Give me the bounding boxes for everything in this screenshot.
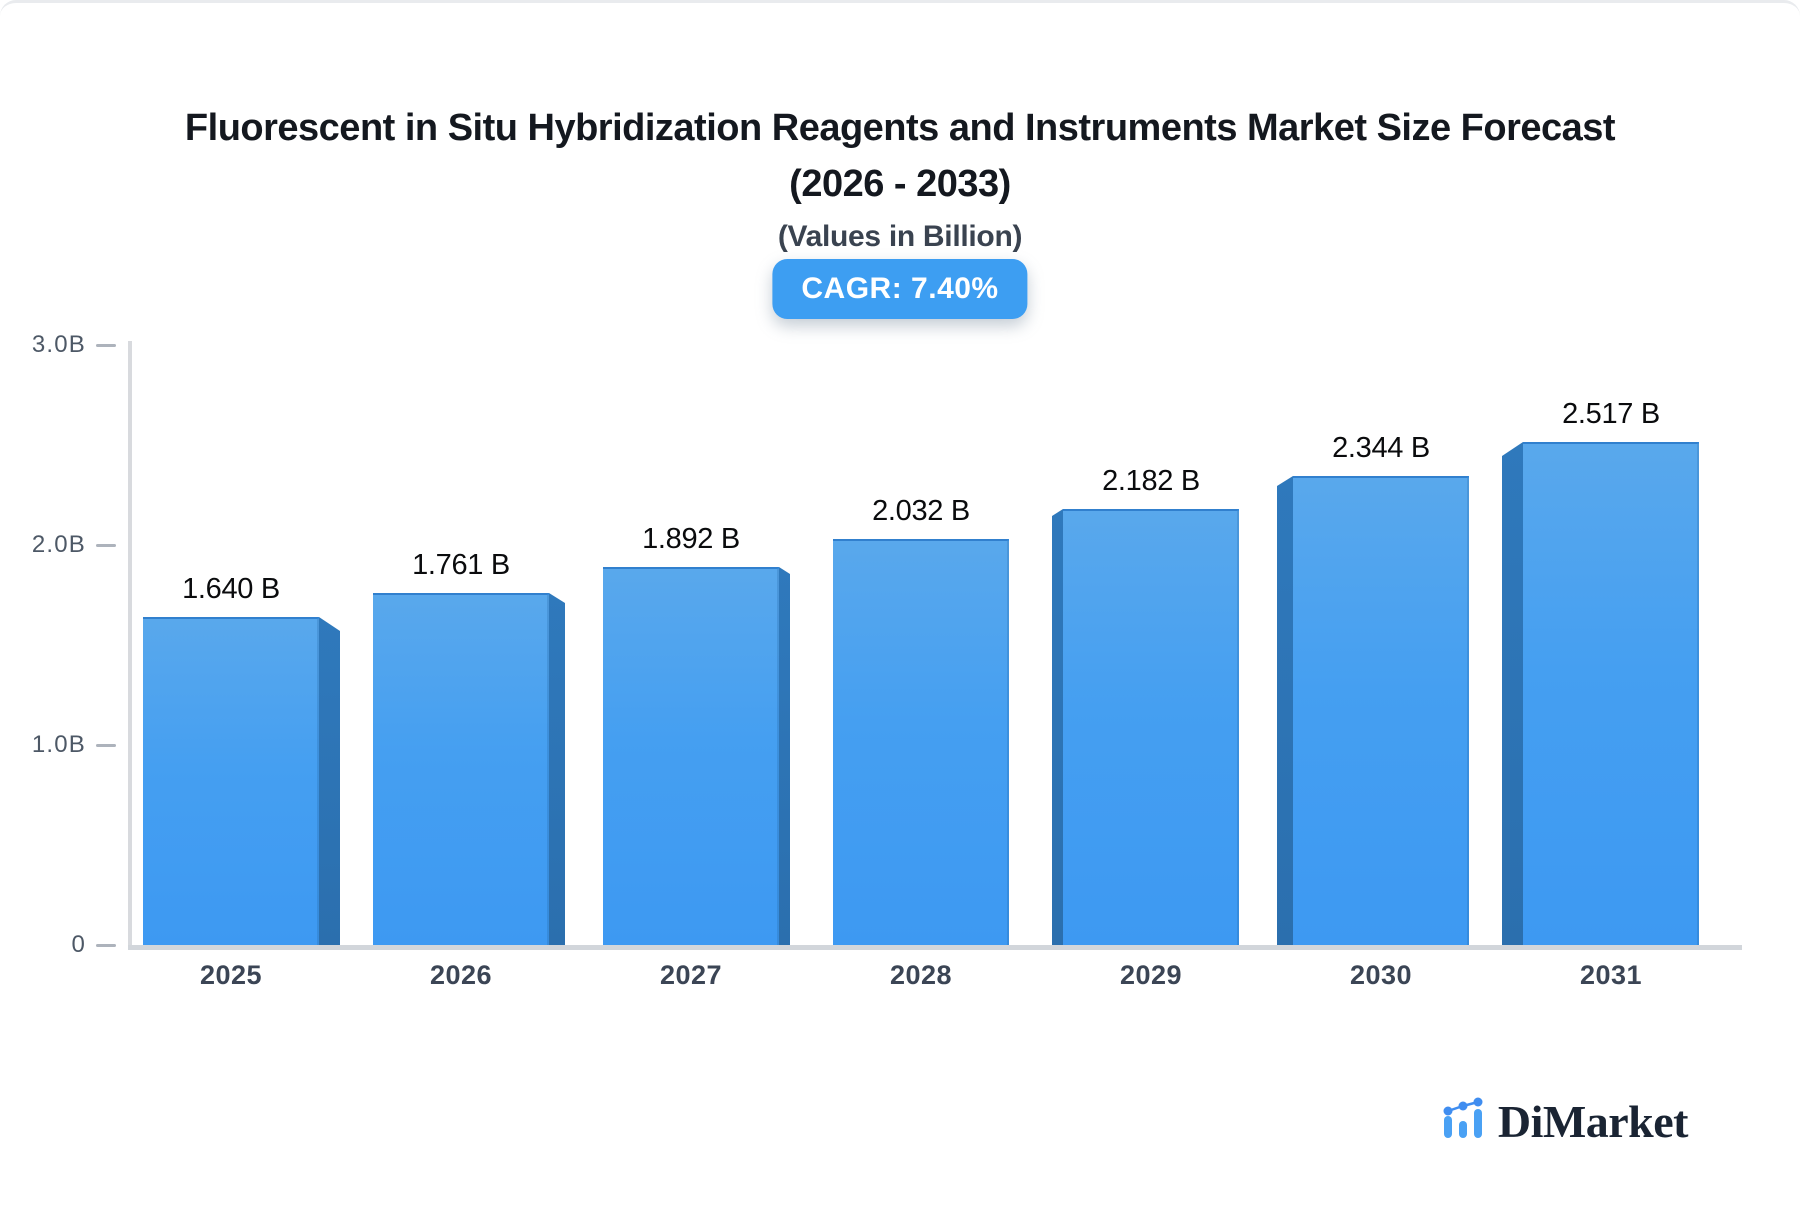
bar-2030 (1293, 476, 1469, 945)
bar-value-label-2028: 2.032 B (872, 495, 970, 527)
y-axis-tick-0 (96, 944, 116, 947)
bar-2026 (373, 593, 549, 945)
y-axis-label-0: 0 (71, 931, 86, 958)
bar-3d-side-2027 (779, 567, 790, 945)
y-axis-label-1.0B: 1.0B (31, 731, 86, 758)
x-axis-label-2031: 2031 (1579, 960, 1643, 990)
x-axis-baseline (128, 945, 1742, 950)
bar-3d-side-2030 (1277, 476, 1293, 945)
x-axis-label-2026: 2026 (429, 960, 493, 990)
bar-value-label-2031: 2.517 B (1562, 398, 1660, 430)
chart-title-line1: Fluorescent in Situ Hybridization Reagen… (184, 107, 1616, 149)
bar-value-label-2027: 1.892 B (642, 523, 740, 555)
bar-3d-side-2031 (1502, 442, 1523, 945)
bar-3d-side-2025 (319, 617, 340, 945)
y-axis-label-2.0B: 2.0B (31, 531, 86, 558)
bar-3d-side-2029 (1052, 509, 1063, 945)
x-axis-label-2028: 2028 (889, 960, 953, 990)
bar-3d-side-2026 (549, 593, 565, 945)
x-axis-label-2029: 2029 (1119, 960, 1183, 990)
bar-value-label-2025: 1.640 B (182, 573, 280, 605)
chart-title-line2: (2026 - 2033) (789, 163, 1011, 205)
y-axis-tick-2.0B (96, 544, 116, 547)
cagr-badge: CAGR: 7.40% (772, 259, 1028, 319)
x-axis-label-2027: 2027 (659, 960, 723, 990)
plot-area: 3.0B 2.0B 1.0B 0 1.640 B 2025 1.761 B 2026 1.892… (0, 3, 1800, 1212)
bar-2029 (1063, 509, 1239, 945)
bar-chart-logo-icon (1443, 1097, 1483, 1138)
bar-value-label-2030: 2.344 B (1332, 432, 1430, 464)
bar-2028 (833, 539, 1009, 945)
x-axis-label-2025: 2025 (199, 960, 263, 990)
bar-2031 (1523, 442, 1699, 945)
bar-2025 (143, 617, 319, 945)
x-axis-label-2030: 2030 (1349, 960, 1413, 990)
bar-2027 (603, 567, 779, 945)
y-axis-tick-3.0B (96, 344, 116, 347)
dimarket-logo: DiMarket (1442, 1095, 1689, 1147)
chart-subtitle: (Values in Billion) (777, 220, 1023, 253)
bar-value-label-2026: 1.761 B (412, 549, 510, 581)
y-axis-line (128, 341, 132, 950)
y-axis-label-3.0B: 3.0B (31, 331, 86, 358)
dimarket-logo-text: DiMarket (1497, 1096, 1689, 1147)
y-axis-tick-1.0B (96, 744, 116, 747)
bar-value-label-2029: 2.182 B (1102, 465, 1200, 497)
